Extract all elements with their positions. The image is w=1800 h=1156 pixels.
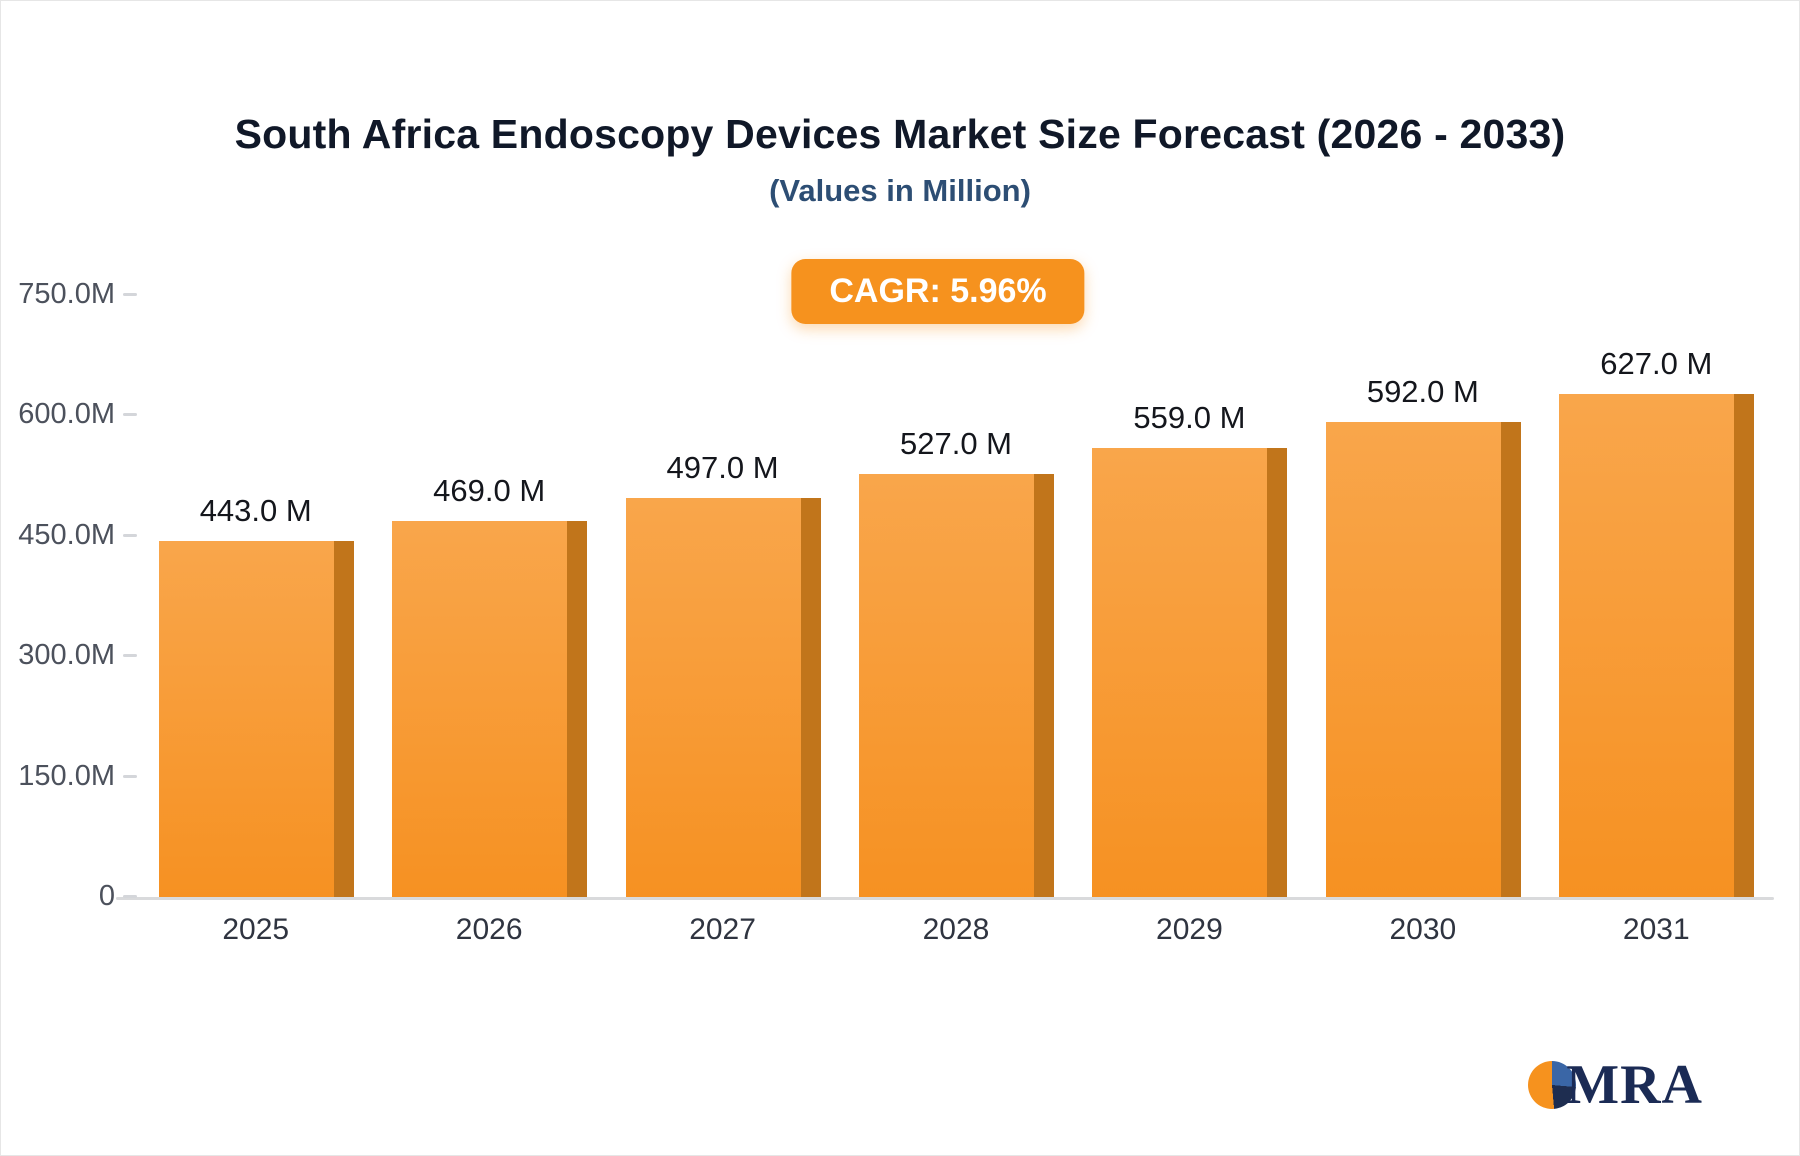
bar-group: [625, 498, 821, 897]
y-tick-mark: [123, 895, 137, 898]
bar-side: [1734, 394, 1755, 897]
bar-front: [625, 498, 801, 897]
x-axis-label: 2030: [1389, 913, 1457, 946]
y-tick-mark: [123, 293, 137, 296]
y-tick-mark: [123, 654, 137, 658]
bar-group: [1092, 448, 1288, 897]
x-axis-label: 2028: [922, 913, 990, 946]
y-tick-label: 750.0M: [18, 278, 115, 310]
bar-front: [158, 541, 334, 897]
x-axis-label: 2029: [1156, 913, 1223, 946]
bar-front: [1559, 394, 1735, 897]
mra-pie-icon: [1528, 1061, 1577, 1109]
y-tick-label: 300.0M: [18, 639, 115, 672]
mra-logo-text: MRA: [1566, 1054, 1703, 1116]
bar-front: [392, 521, 568, 897]
bar-side: [1267, 448, 1288, 897]
bar-value-label: 469.0 M: [433, 473, 546, 508]
bar-side: [800, 498, 821, 897]
bar-group: [1325, 422, 1521, 897]
y-tick-label: 0: [98, 880, 115, 912]
bar-value-label: 592.0 M: [1366, 374, 1479, 409]
chart-subtitle: (Values in Million): [769, 173, 1031, 208]
bar-front: [1325, 422, 1501, 897]
bar-front: [1092, 448, 1268, 897]
bar-side: [333, 541, 354, 897]
bar-side: [1500, 422, 1521, 897]
bar-front: [859, 474, 1034, 897]
bar-value-label: 559.0 M: [1133, 400, 1246, 435]
y-tick-label: 450.0M: [18, 518, 115, 551]
x-axis-label: 2025: [222, 913, 290, 946]
x-axis-label: 2026: [455, 913, 523, 946]
bar-side: [1034, 474, 1054, 897]
bar-value-label: 497.0 M: [666, 450, 779, 485]
bar-value-label: 443.0 M: [199, 493, 312, 528]
x-axis-label: 2031: [1622, 913, 1690, 946]
x-axis-label: 2027: [689, 913, 756, 946]
bar-group: [392, 521, 588, 897]
mra-logo: MRA: [1528, 1057, 1703, 1113]
y-tick-label: 150.0M: [18, 759, 115, 792]
y-tick-mark: [123, 774, 137, 778]
x-axis-baseline: [116, 897, 1774, 900]
bar-value-label: 627.0 M: [1600, 346, 1713, 381]
bar-side: [567, 521, 588, 897]
cagr-badge: CAGR: 5.96%: [791, 259, 1085, 324]
y-tick-label: 600.0M: [18, 398, 115, 431]
bar-group: [158, 541, 354, 897]
bar-group: [859, 474, 1054, 897]
bar-value-label: 527.0 M: [899, 426, 1012, 461]
chart-title: South Africa Endoscopy Devices Market Si…: [234, 111, 1566, 157]
y-tick-mark: [123, 533, 137, 537]
bar-group: [1559, 394, 1755, 897]
y-tick-mark: [123, 413, 137, 417]
